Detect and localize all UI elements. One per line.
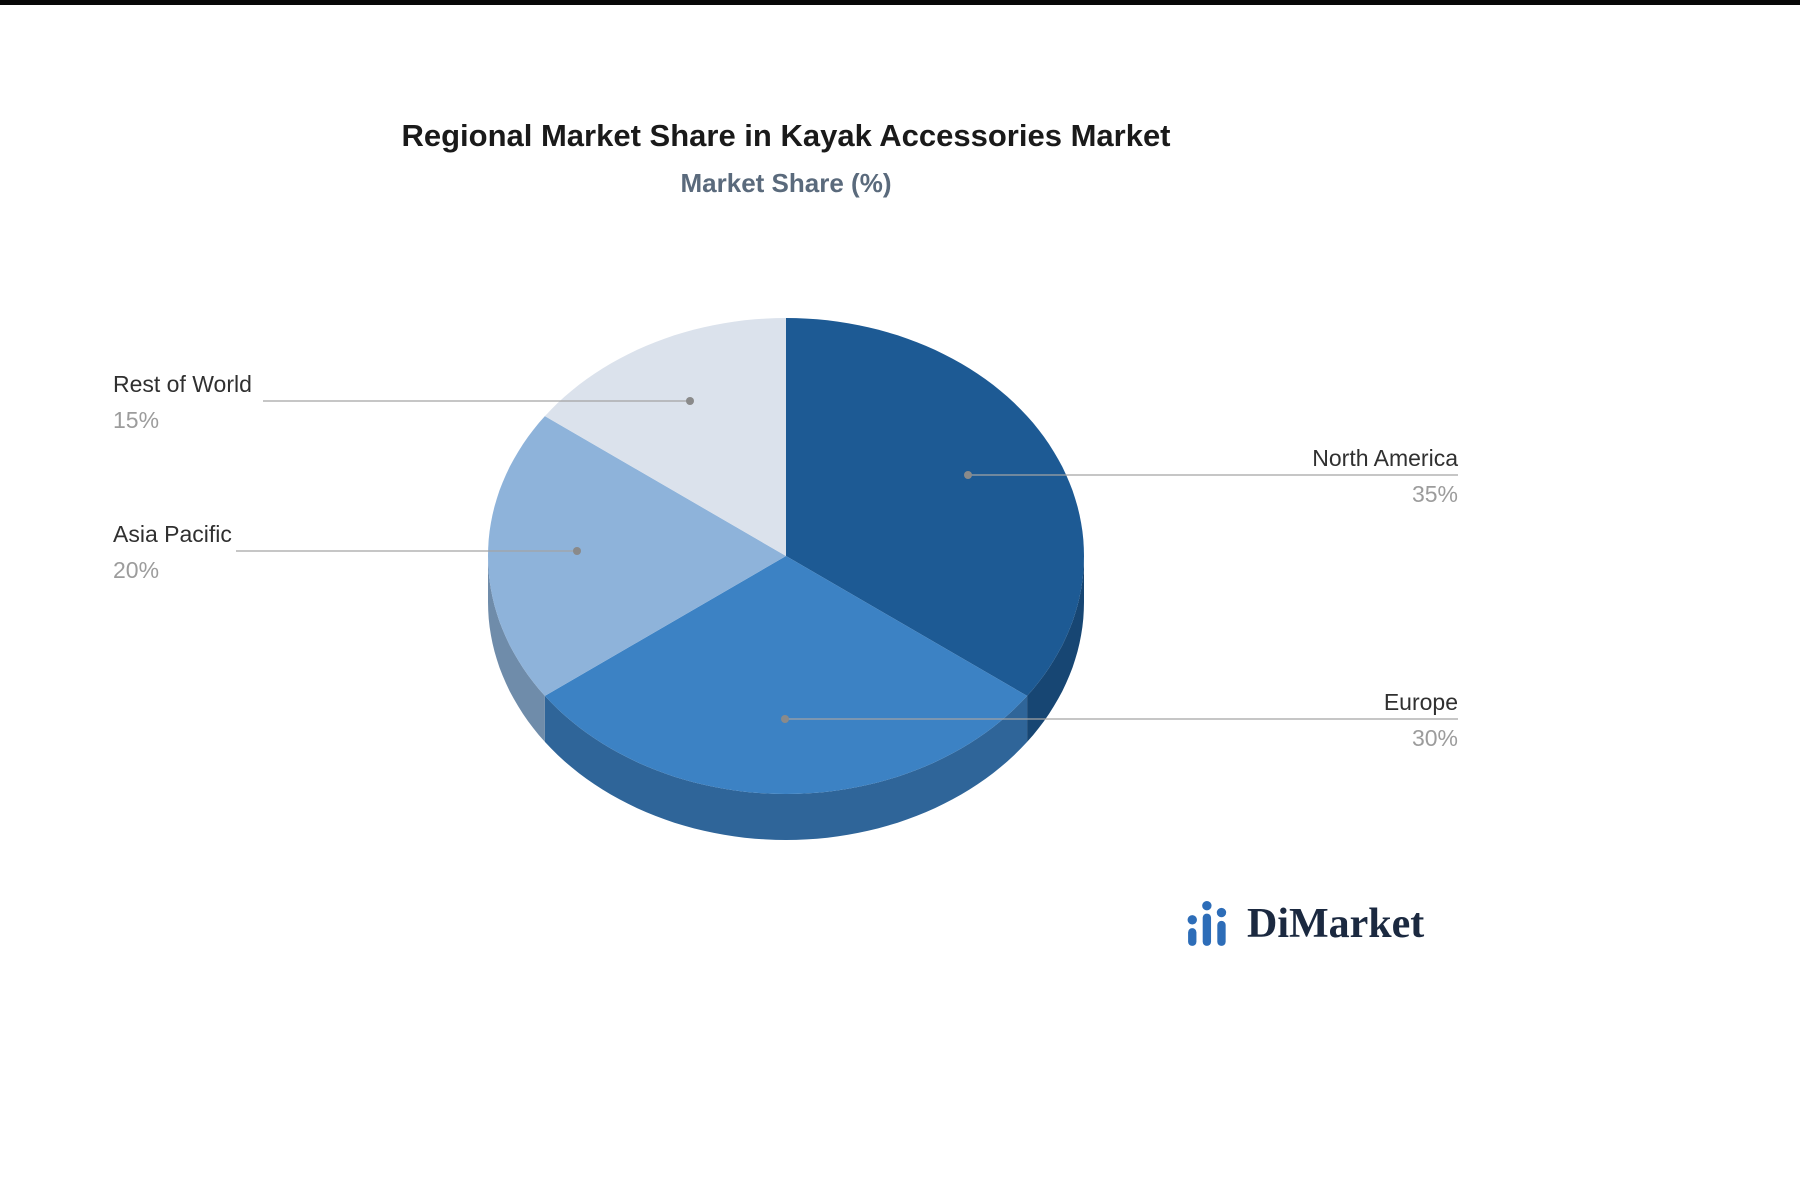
callout-label: Europe (1383, 689, 1458, 715)
callout-value: 15% (113, 407, 160, 433)
callout-europe: Europe 30% (1384, 689, 1458, 751)
leader-dots (573, 397, 972, 723)
pie-slices (488, 318, 1084, 840)
callout-north-america: North America 35% (1312, 445, 1458, 507)
callout-value: 20% (113, 557, 160, 583)
brand-name: DiMarket (1247, 901, 1425, 947)
callout-label: North America (1312, 445, 1458, 471)
pie-slice-3 (544, 318, 786, 556)
brand-logo: DiMarket (1186, 900, 1424, 948)
callout-value: 35% (1411, 481, 1458, 507)
pie-slice-1 (544, 556, 1028, 794)
callout-asia-pacific: Asia Pacific 20% (113, 521, 232, 583)
pie-slice-side-1 (544, 695, 1028, 840)
callout-rest-of-world: Rest of World 15% (113, 371, 252, 433)
chart-title: Regional Market Share in Kayak Accessori… (401, 118, 1171, 153)
pie-slice-2 (488, 416, 786, 696)
leader-lines (236, 400, 1458, 720)
callout-label: Rest of World (113, 371, 252, 397)
chart-subtitle: Market Share (%) (680, 168, 892, 198)
leader-dot-asia-pacific (573, 547, 581, 555)
pie-slice-side-2 (488, 556, 545, 742)
pie-slice-side-0 (1027, 556, 1084, 742)
chart-header: Regional Market Share in Kayak Accessori… (0, 118, 1572, 198)
callout-label: Asia Pacific (113, 521, 232, 547)
leader-dot-europe (781, 715, 789, 723)
callout-value: 30% (1411, 725, 1458, 751)
pie-slice-0 (786, 318, 1084, 696)
leader-dot-rest-of-world (686, 397, 694, 405)
leader-dot-north-america (964, 471, 972, 479)
bar-chart-logo-icon (1187, 901, 1227, 946)
top-border (0, 0, 1800, 5)
